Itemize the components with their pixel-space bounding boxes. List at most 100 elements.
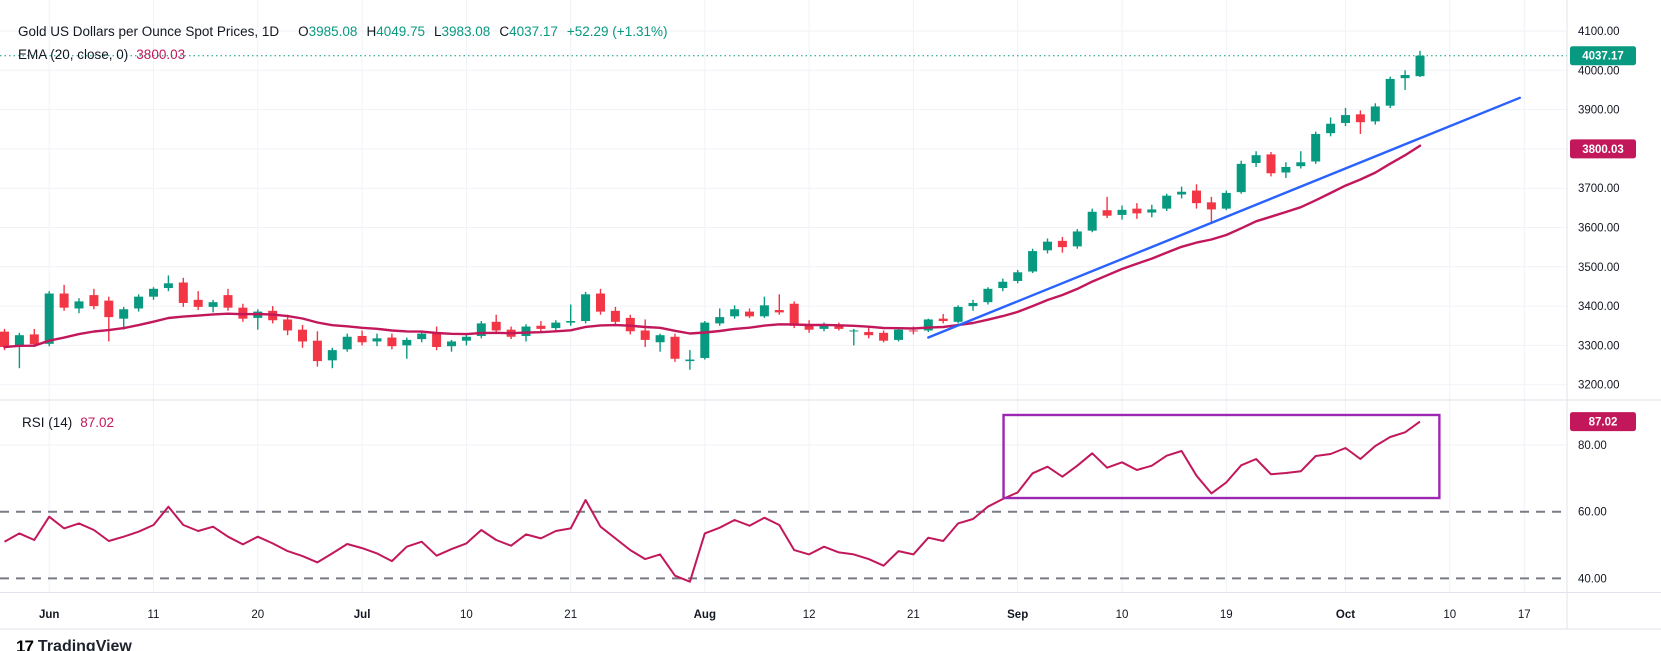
candle-body (596, 293, 605, 312)
time-axis[interactable] (0, 593, 1567, 630)
ema-value: 3800.03 (136, 47, 186, 62)
ema-value-badge (1570, 139, 1636, 159)
price-axis-label: 4100.00 (1578, 26, 1620, 38)
time-axis-label: 10 (1443, 609, 1456, 621)
candle-body (134, 296, 144, 309)
candle-body (1355, 114, 1365, 123)
candle-body (551, 322, 561, 329)
candle-body (1043, 241, 1052, 251)
time-axis-label: 12 (803, 609, 816, 621)
ema-indicator-legend[interactable]: EMA (20, close, 0) 3800.03 (18, 47, 185, 62)
candle-body (983, 288, 993, 303)
candle-body (894, 329, 903, 340)
candle-body (1400, 75, 1410, 79)
candle-body (1206, 202, 1216, 210)
candle-body (1102, 210, 1112, 216)
candle-body (44, 293, 54, 344)
candle-body (879, 332, 889, 341)
candle-body (730, 309, 740, 317)
candle-body (1296, 162, 1306, 167)
low-label: L (434, 24, 442, 39)
rsi-value-badge (1570, 412, 1636, 432)
price-axis-label: 3600.00 (1578, 223, 1620, 235)
symbol-title: Gold US Dollars per Ounce Spot Prices, 1… (18, 24, 280, 39)
candle-body (1311, 133, 1321, 162)
symbol-legend[interactable]: Gold US Dollars per Ounce Spot Prices, 1… (18, 24, 667, 39)
rsi-axis-label: 40.00 (1578, 573, 1607, 585)
candle-body (581, 294, 591, 322)
rsi-axis-label: 80.00 (1578, 440, 1607, 452)
candle-body (1028, 251, 1038, 272)
candle-body (1415, 55, 1425, 77)
close-label: C (499, 24, 510, 39)
candle-body (372, 338, 382, 342)
candle-body (327, 350, 337, 361)
candle-body (1177, 191, 1187, 195)
candle-body (119, 309, 129, 319)
candle-body (759, 305, 769, 317)
price-axis-label: 3900.00 (1578, 105, 1620, 117)
time-axis-label: 20 (251, 609, 264, 621)
candle-body (1266, 154, 1276, 174)
candle-body (908, 330, 918, 332)
candle-body (149, 288, 158, 297)
time-axis-label: Jun (39, 609, 59, 621)
time-axis-label: Aug (694, 609, 716, 621)
rsi-rectangle-drawing[interactable] (1002, 413, 1441, 500)
rsi-value-badge-text: 87.02 (1589, 417, 1618, 429)
ema-value-badge-text: 3800.03 (1582, 144, 1624, 156)
rsi-line (4, 420, 1421, 583)
candle-body (14, 335, 24, 347)
tradingview-logo-text: TradingView (37, 638, 132, 651)
price-axis-label: 4000.00 (1578, 65, 1620, 77)
price-axis-label: 3700.00 (1578, 183, 1620, 195)
candle-body (59, 293, 69, 308)
candle-body (789, 303, 799, 326)
rsi-indicator-legend[interactable]: RSI (14) 87.02 (22, 415, 114, 430)
last-price-badge-text: 4037.17 (1582, 51, 1624, 63)
candle-body (745, 311, 754, 317)
candle-body (1162, 195, 1172, 209)
candle-body (685, 359, 695, 362)
candle-body (566, 321, 576, 323)
candle-body (447, 341, 456, 347)
candle-body (655, 335, 665, 343)
price-axis[interactable] (1567, 0, 1661, 629)
candle-body (89, 295, 99, 307)
candle-body (804, 324, 814, 330)
candle-body (461, 336, 471, 341)
candle-body (1251, 155, 1261, 164)
candle-body (1341, 115, 1350, 123)
time-axis-label: 10 (460, 609, 473, 621)
last-price-badge (1570, 46, 1636, 66)
low-value: 3983.08 (441, 24, 491, 39)
candle-body (1087, 211, 1097, 231)
time-axis-label: 17 (1518, 609, 1531, 621)
candle-body (1147, 209, 1157, 213)
candle-body (208, 302, 218, 307)
candle-body (491, 321, 501, 331)
candle-body (849, 330, 859, 332)
time-axis-label: Oct (1336, 609, 1355, 621)
candle-body (1385, 78, 1395, 106)
candle-body (298, 329, 307, 342)
candle-body (923, 319, 933, 331)
trendline-drawing[interactable] (927, 96, 1522, 339)
time-axis-label: Sep (1007, 609, 1028, 621)
candle-body (670, 336, 680, 359)
candle-body (1013, 272, 1023, 281)
price-axis-label: 3500.00 (1578, 262, 1620, 274)
candle-body (1370, 106, 1380, 122)
close-value: 4037.17 (509, 24, 558, 39)
candle-body (938, 318, 948, 322)
candle-body (536, 325, 546, 329)
candle-body (178, 282, 188, 303)
candle-body (521, 326, 531, 336)
tradingview-logo[interactable]: 17 TradingView (16, 637, 132, 651)
candle-body (104, 300, 114, 318)
candle-body (774, 310, 784, 313)
candle-body (476, 323, 486, 336)
time-axis-label: Jul (354, 609, 371, 621)
candle-body (1057, 240, 1067, 248)
